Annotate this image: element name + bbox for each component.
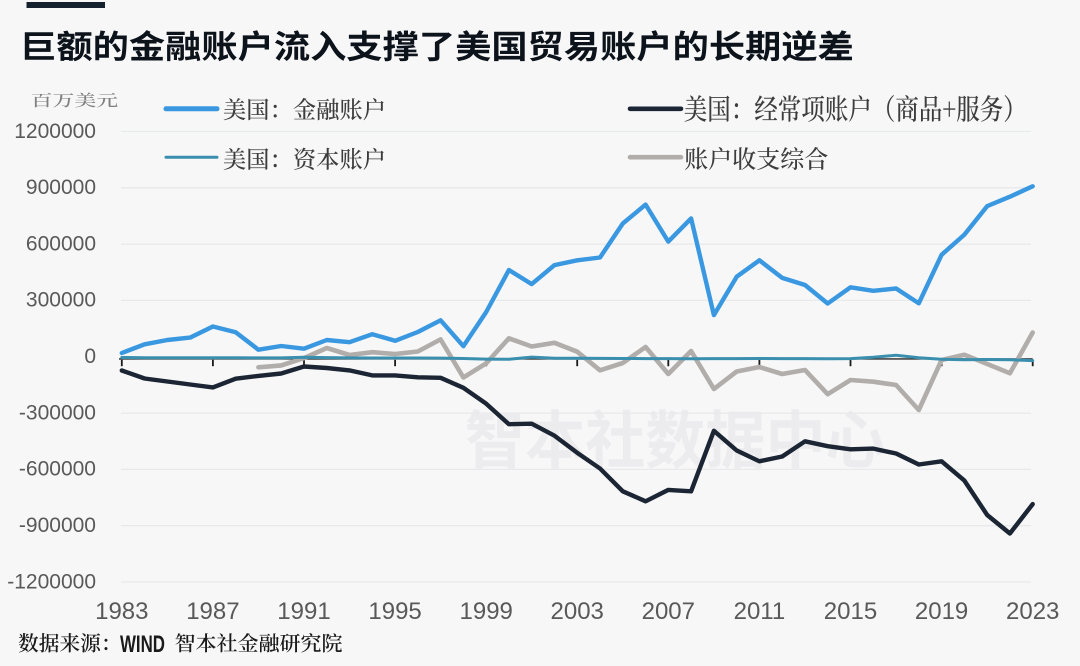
svg-text:1999: 1999 xyxy=(460,598,513,625)
svg-text:1983: 1983 xyxy=(95,598,148,625)
svg-text:0: 0 xyxy=(84,345,96,368)
svg-text:-900000: -900000 xyxy=(19,514,96,537)
svg-text:1995: 1995 xyxy=(368,598,421,625)
svg-text:1991: 1991 xyxy=(277,598,330,625)
svg-text:2007: 2007 xyxy=(642,598,695,625)
svg-text:1987: 1987 xyxy=(186,598,239,625)
svg-text:-300000: -300000 xyxy=(19,401,96,424)
svg-text:-600000: -600000 xyxy=(19,458,96,481)
svg-text:1200000: 1200000 xyxy=(14,120,96,143)
svg-text:-1200000: -1200000 xyxy=(7,570,96,593)
svg-text:300000: 300000 xyxy=(26,289,96,312)
svg-text:2011: 2011 xyxy=(734,598,786,625)
svg-text:2015: 2015 xyxy=(824,598,877,625)
svg-text:600000: 600000 xyxy=(26,232,96,255)
svg-text:WIND: WIND xyxy=(120,631,165,658)
svg-text:900000: 900000 xyxy=(26,176,96,199)
svg-text:2023: 2023 xyxy=(1006,598,1059,625)
svg-text:2003: 2003 xyxy=(551,598,604,625)
svg-text:2019: 2019 xyxy=(915,598,968,625)
